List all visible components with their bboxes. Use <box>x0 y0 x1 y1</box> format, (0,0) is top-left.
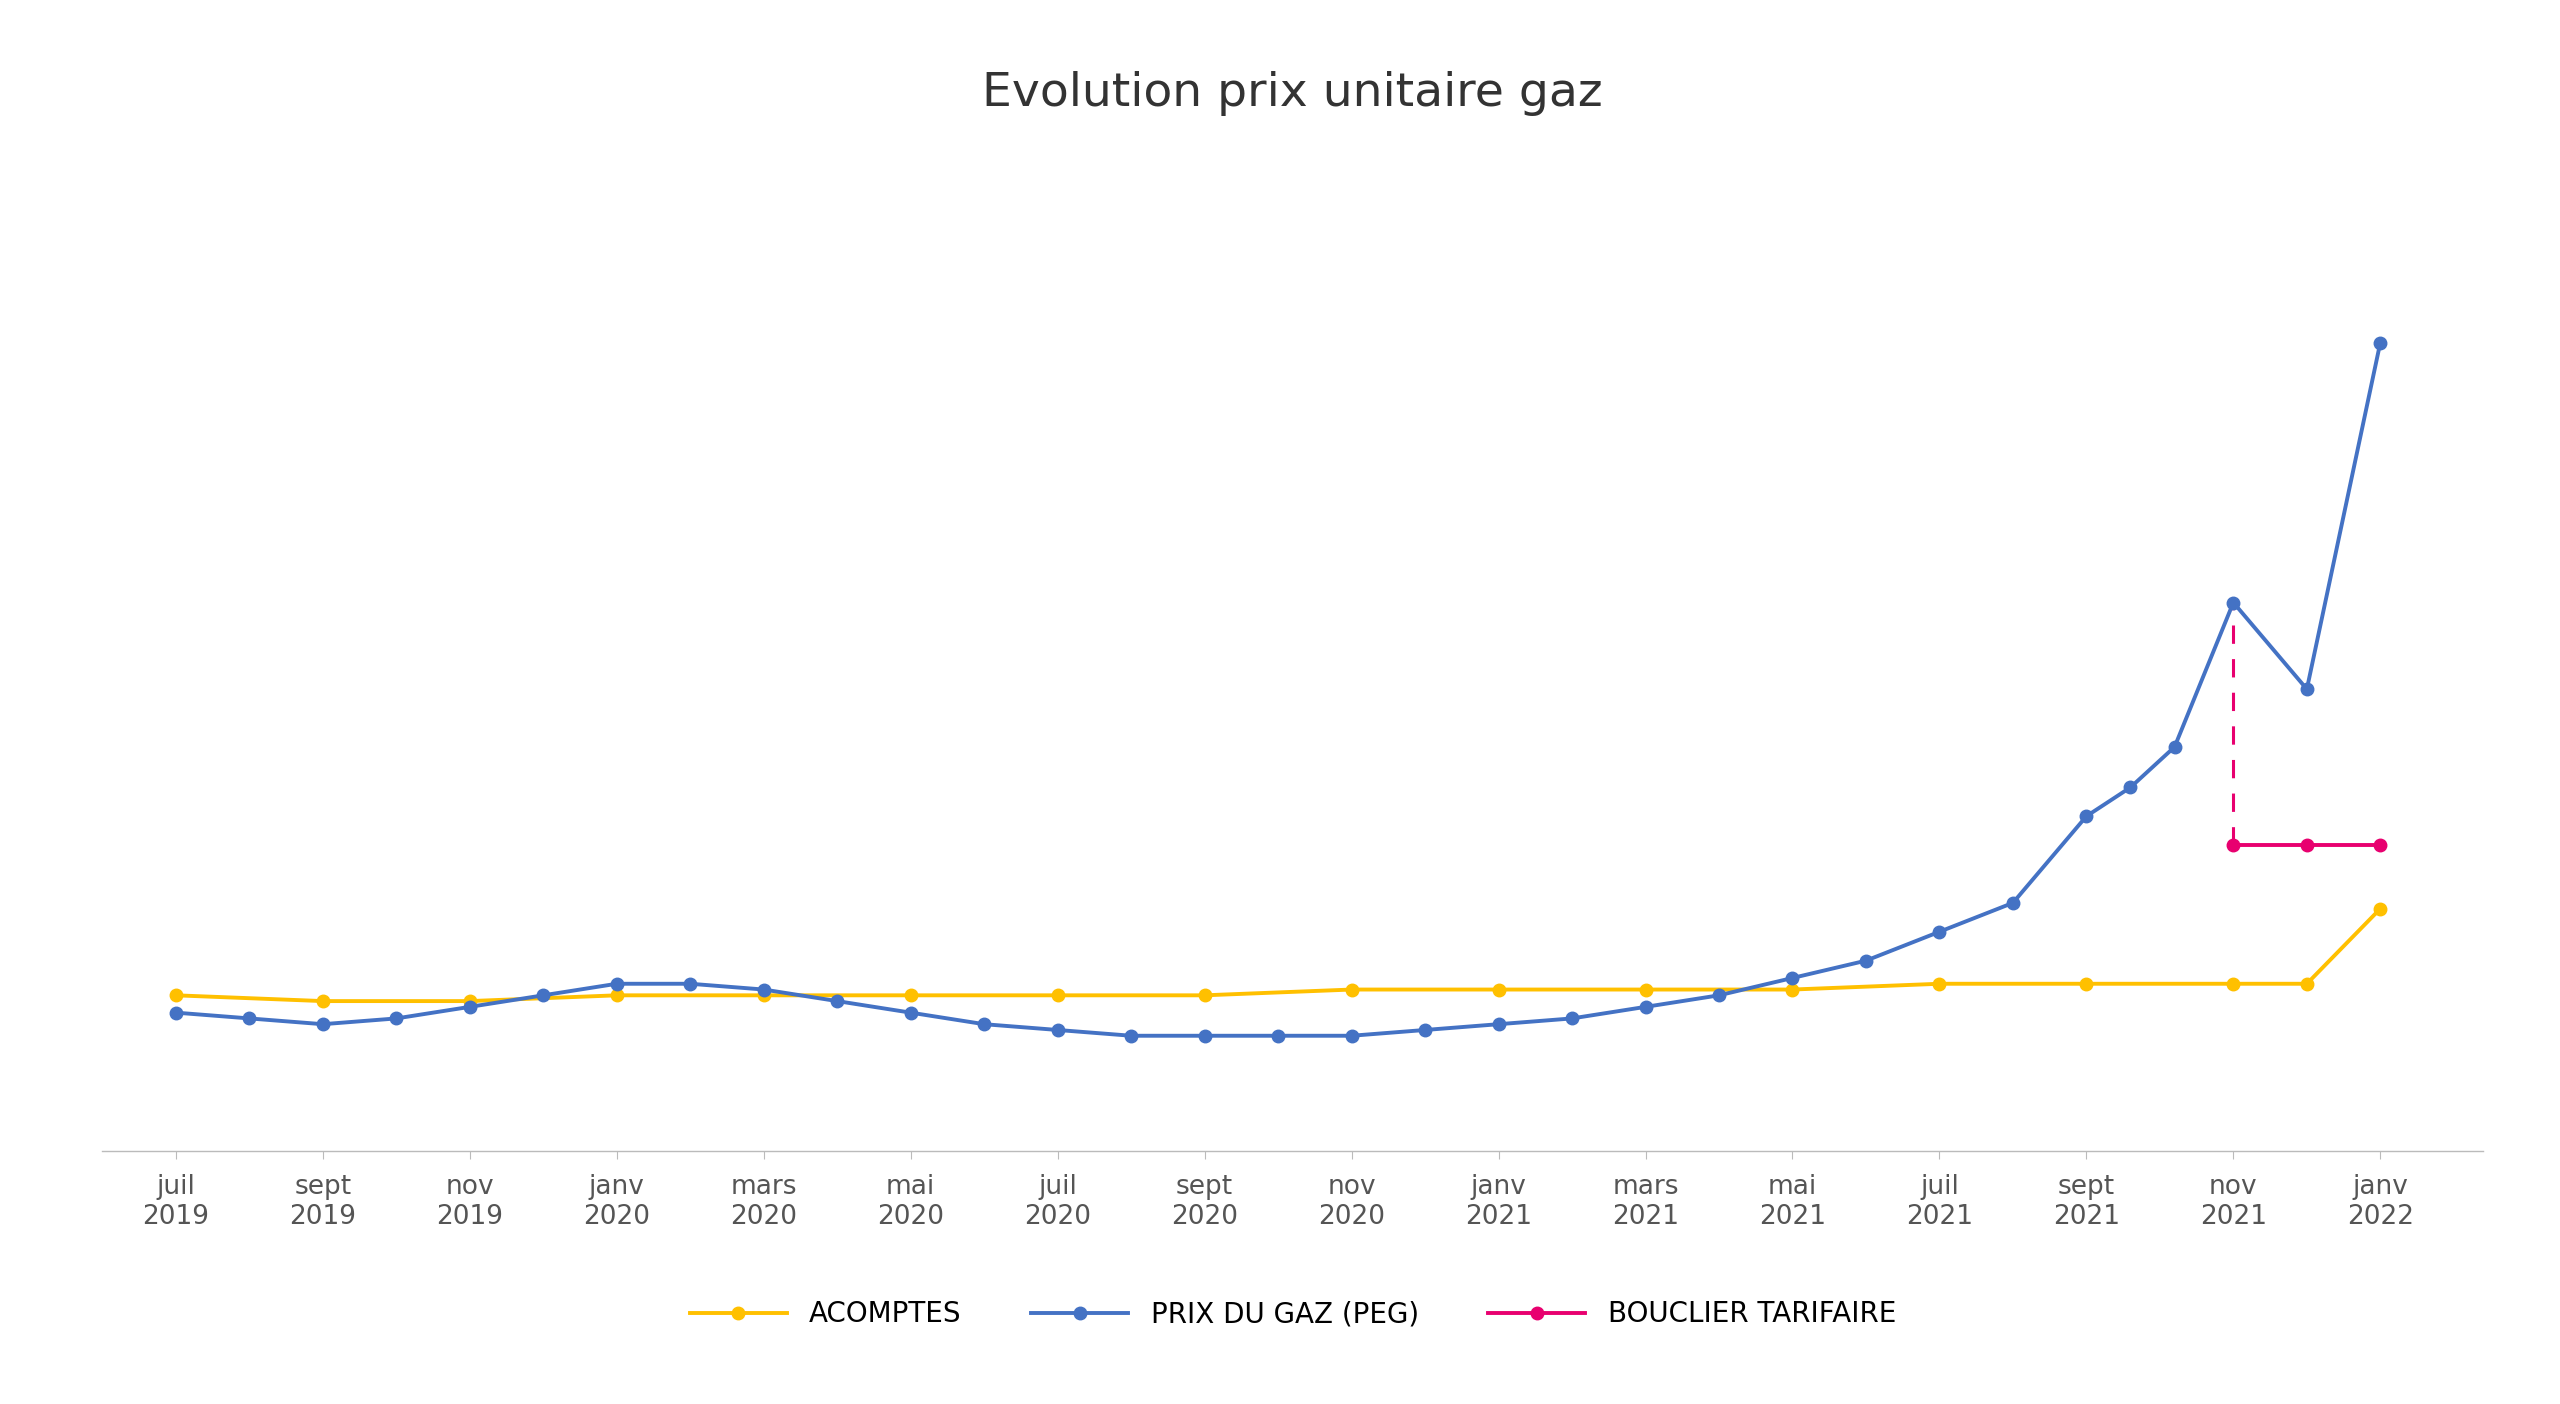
PRIX DU GAZ (PEG) <box>822 993 852 1009</box>
ACOMPTES <box>1631 981 1661 998</box>
ACOMPTES <box>307 993 338 1009</box>
PRIX DU GAZ (PEG) <box>1262 1028 1293 1045</box>
ACOMPTES <box>1336 981 1367 998</box>
PRIX DU GAZ (PEG) <box>1702 987 1733 1004</box>
Line: ACOMPTES: ACOMPTES <box>169 903 2386 1007</box>
PRIX DU GAZ (PEG) <box>1042 1022 1073 1039</box>
PRIX DU GAZ (PEG) <box>1925 924 1956 941</box>
ACOMPTES <box>748 987 778 1004</box>
ACOMPTES <box>602 987 632 1004</box>
ACOMPTES <box>896 987 927 1004</box>
PRIX DU GAZ (PEG) <box>602 976 632 993</box>
ACOMPTES <box>2365 900 2396 917</box>
PRIX DU GAZ (PEG) <box>896 1004 927 1021</box>
PRIX DU GAZ (PEG) <box>2291 681 2322 698</box>
ACOMPTES <box>161 987 192 1004</box>
PRIX DU GAZ (PEG) <box>527 987 558 1004</box>
ACOMPTES <box>2071 976 2102 993</box>
PRIX DU GAZ (PEG) <box>1631 998 1661 1015</box>
PRIX DU GAZ (PEG) <box>456 998 486 1015</box>
PRIX DU GAZ (PEG) <box>307 1015 338 1032</box>
BOUCLIER TARIFAIRE <box>2365 837 2396 854</box>
ACOMPTES <box>1190 987 1221 1004</box>
ACOMPTES <box>1482 981 1513 998</box>
ACOMPTES <box>2291 976 2322 993</box>
PRIX DU GAZ (PEG) <box>1336 1028 1367 1045</box>
PRIX DU GAZ (PEG) <box>2071 807 2102 824</box>
PRIX DU GAZ (PEG) <box>1482 1015 1513 1032</box>
ACOMPTES <box>1042 987 1073 1004</box>
ACOMPTES <box>456 993 486 1009</box>
PRIX DU GAZ (PEG) <box>1411 1022 1441 1039</box>
Line: PRIX DU GAZ (PEG): PRIX DU GAZ (PEG) <box>169 337 2386 1042</box>
Title: Evolution prix unitaire gaz: Evolution prix unitaire gaz <box>983 70 1603 115</box>
PRIX DU GAZ (PEG) <box>2158 739 2189 755</box>
BOUCLIER TARIFAIRE <box>2217 837 2248 854</box>
PRIX DU GAZ (PEG) <box>968 1015 998 1032</box>
PRIX DU GAZ (PEG) <box>1556 1009 1587 1026</box>
PRIX DU GAZ (PEG) <box>233 1009 264 1026</box>
PRIX DU GAZ (PEG) <box>1851 952 1882 969</box>
PRIX DU GAZ (PEG) <box>381 1009 412 1026</box>
PRIX DU GAZ (PEG) <box>161 1004 192 1021</box>
ACOMPTES <box>1777 981 1807 998</box>
PRIX DU GAZ (PEG) <box>2217 594 2248 611</box>
BOUCLIER TARIFAIRE <box>2291 837 2322 854</box>
PRIX DU GAZ (PEG) <box>2365 334 2396 351</box>
Legend: ACOMPTES, PRIX DU GAZ (PEG), BOUCLIER TARIFAIRE: ACOMPTES, PRIX DU GAZ (PEG), BOUCLIER TA… <box>678 1289 1907 1339</box>
PRIX DU GAZ (PEG) <box>1116 1028 1147 1045</box>
PRIX DU GAZ (PEG) <box>748 981 778 998</box>
PRIX DU GAZ (PEG) <box>1190 1028 1221 1045</box>
PRIX DU GAZ (PEG) <box>1777 970 1807 987</box>
ACOMPTES <box>1925 976 1956 993</box>
PRIX DU GAZ (PEG) <box>676 976 707 993</box>
PRIX DU GAZ (PEG) <box>2115 779 2145 796</box>
PRIX DU GAZ (PEG) <box>1997 894 2028 911</box>
Line: BOUCLIER TARIFAIRE: BOUCLIER TARIFAIRE <box>2227 838 2386 851</box>
ACOMPTES <box>2217 976 2248 993</box>
